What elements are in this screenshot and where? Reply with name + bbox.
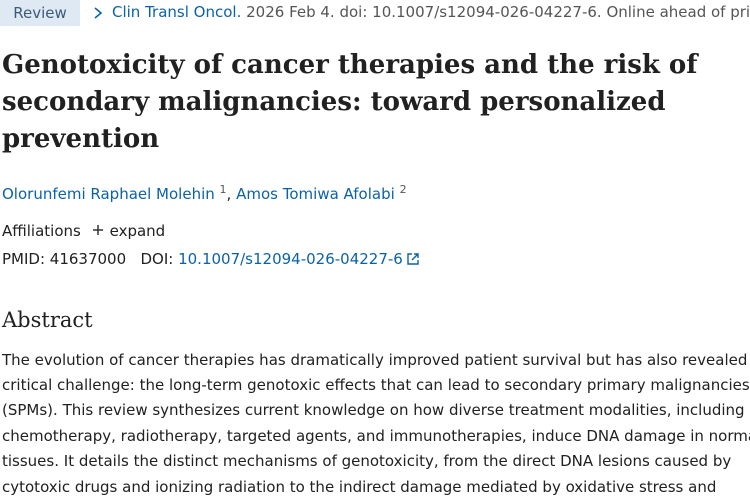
pmid: 41637000: [49, 250, 127, 268]
abstract-line: chemotherapy, radiotherapy, targeted age…: [2, 427, 750, 445]
author-link[interactable]: Olorunfemi Raphael Molehin: [2, 185, 215, 203]
journal-link[interactable]: Clin Transl Oncol.: [112, 3, 242, 21]
affiliation-ref[interactable]: 1: [219, 183, 227, 196]
title-line: secondary malignancies: toward personali…: [2, 87, 666, 117]
abstract-line: cytotoxic drugs and ionizing radiation t…: [2, 478, 717, 496]
title-line: Genotoxicity of cancer therapies and the…: [2, 50, 698, 80]
title-line: prevention: [2, 124, 160, 154]
citation: Clin Transl Oncol. 2026 Feb 4. doi: 10.1…: [112, 3, 750, 21]
article-type-badge: Review: [0, 0, 80, 26]
abstract-line: The evolution of cancer therapies has dr…: [2, 351, 750, 369]
abstract-heading: Abstract: [2, 308, 93, 332]
author-link[interactable]: Amos Tomiwa Afolabi: [236, 185, 395, 203]
pmid-label: PMID:: [2, 250, 46, 268]
identifiers: PMID: 41637000 DOI: 10.1007/s12094-026-0…: [2, 250, 420, 268]
doi-link[interactable]: 10.1007/s12094-026-04227-6: [178, 250, 403, 268]
abstract-line: (SPMs). This review synthesizes current …: [2, 401, 745, 419]
citation-text: 2026 Feb 4. doi: 10.1007/s12094-026-0422…: [246, 3, 750, 21]
plus-icon[interactable]: [92, 224, 106, 236]
affiliations-label: Affiliations: [2, 222, 81, 240]
chevron-icon: [94, 7, 103, 19]
separator: ,: [226, 185, 232, 203]
external-link-icon[interactable]: [406, 252, 420, 266]
authors: Olorunfemi Raphael Molehin 1, Amos Tomiw…: [2, 183, 407, 203]
doi-label: DOI:: [140, 250, 174, 268]
affiliation-ref[interactable]: 2: [399, 183, 407, 196]
abstract-line: critical challenge: the long-term genoto…: [2, 376, 750, 394]
affiliations: Affiliations expand: [2, 222, 165, 240]
abstract-line: tissues. It details the distinct mechani…: [2, 452, 732, 470]
expand-toggle[interactable]: expand: [109, 222, 166, 240]
